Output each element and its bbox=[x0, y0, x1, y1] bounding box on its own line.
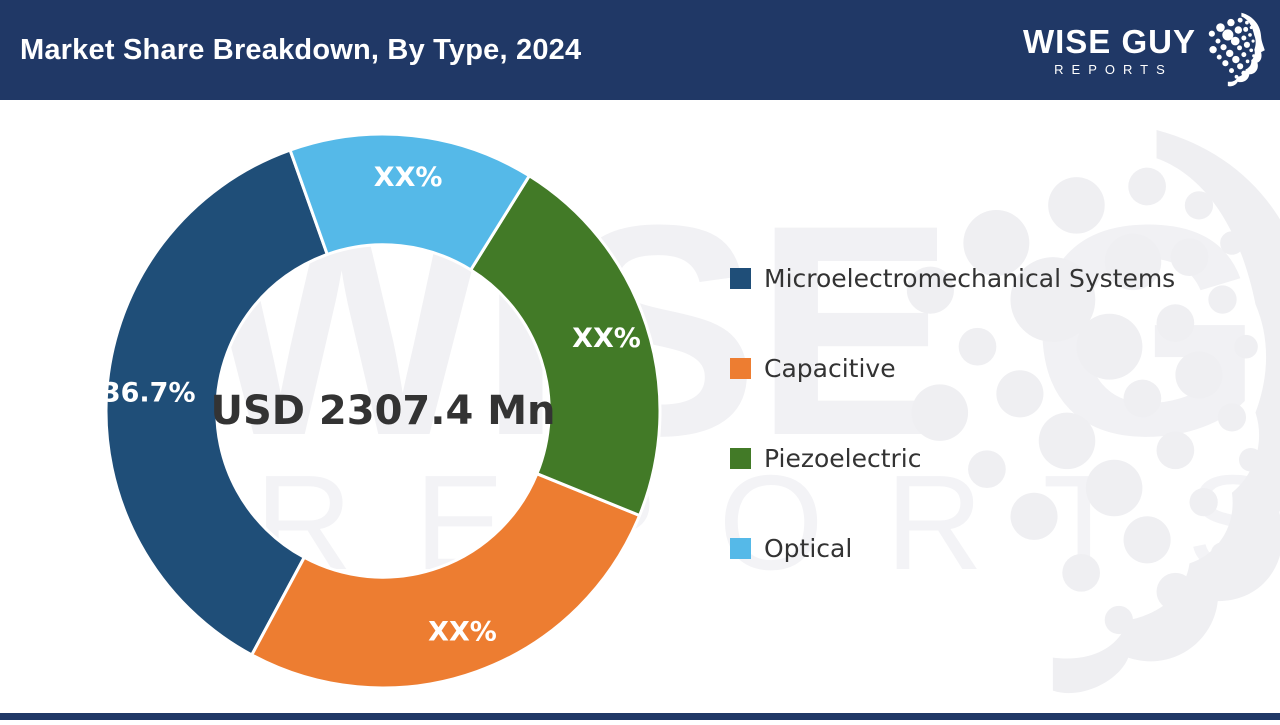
donut-segment-piezoelectric bbox=[469, 174, 662, 517]
header-bar: Market Share Breakdown, By Type, 2024 WI… bbox=[0, 0, 1280, 100]
legend-label-piezoelectric: Piezoelectric bbox=[764, 443, 922, 473]
donut-segment-capacitive bbox=[250, 472, 642, 690]
logo-reports-label: REPORTS bbox=[1054, 61, 1173, 77]
wiseguy-logo-text: WISE GUY REPORTS bbox=[1023, 25, 1196, 76]
page-title: Market Share Breakdown, By Type, 2024 bbox=[20, 33, 582, 66]
legend-swatch-optical bbox=[730, 537, 751, 559]
donut-chart: 36.7% XX% XX% XX% bbox=[102, 132, 662, 690]
legend-swatch-piezoelectric bbox=[730, 447, 751, 469]
legend-item-optical: Optical bbox=[730, 533, 1175, 563]
legend-item-capacitive: Capacitive bbox=[730, 353, 1175, 383]
footer-bar bbox=[0, 713, 1280, 720]
legend-swatch-mems bbox=[730, 267, 751, 289]
donut-segment-microelectromechanical-systems bbox=[104, 148, 329, 657]
legend-item-piezoelectric: Piezoelectric bbox=[730, 443, 1175, 473]
segment-share-label-microelectromechanical-systems: 36.7% bbox=[102, 378, 196, 409]
logo-wiseguy-label: WISE GUY bbox=[1022, 22, 1196, 60]
legend-item-mems: Microelectromechanical Systems bbox=[730, 263, 1175, 293]
segment-share-label-piezoelectric: XX% bbox=[572, 323, 641, 354]
donut-segment-optical bbox=[288, 132, 531, 272]
wiseguy-logo: WISE GUY REPORTS bbox=[1023, 0, 1266, 100]
wiseguy-face-icon bbox=[1208, 12, 1265, 87]
legend-swatch-capacitive bbox=[730, 357, 751, 379]
legend-label-mems: Microelectromechanical Systems bbox=[764, 263, 1176, 293]
chart-legend: Microelectromechanical Systems Capacitiv… bbox=[730, 263, 1175, 623]
legend-label-optical: Optical bbox=[764, 533, 853, 563]
segment-share-label-optical: XX% bbox=[374, 162, 443, 193]
chart-center-value: USD 2307.4 Mn bbox=[210, 388, 556, 434]
legend-label-capacitive: Capacitive bbox=[764, 353, 896, 383]
segment-share-label-capacitive: XX% bbox=[428, 617, 497, 648]
